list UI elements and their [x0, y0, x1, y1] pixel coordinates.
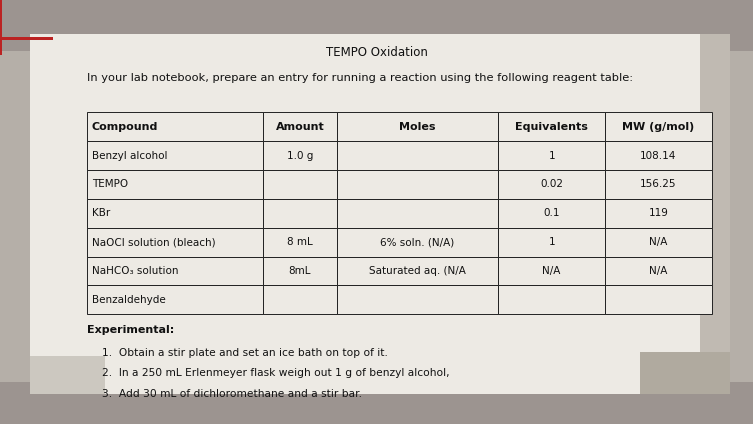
Bar [498, 257, 605, 285]
Text: 0.1: 0.1 [544, 208, 560, 218]
Bar [605, 285, 712, 314]
Bar [498, 112, 605, 141]
Bar [337, 285, 498, 314]
Bar [605, 112, 712, 141]
Bar [0, 37, 53, 40]
Bar [87, 257, 263, 285]
Bar [263, 199, 337, 228]
Text: Equivalents: Equivalents [515, 122, 588, 132]
Bar [498, 170, 605, 199]
Bar [263, 285, 337, 314]
Bar [263, 257, 337, 285]
Text: 6% soln. (N/A): 6% soln. (N/A) [380, 237, 455, 247]
Bar [0, 51, 753, 382]
Bar [30, 356, 105, 394]
Bar [337, 141, 498, 170]
Text: Saturated aq. (N/A: Saturated aq. (N/A [369, 266, 466, 276]
Text: 2.  In a 250 mL Erlenmeyer flask weigh out 1 g of benzyl alcohol,: 2. In a 250 mL Erlenmeyer flask weigh ou… [102, 368, 449, 379]
Bar [640, 352, 730, 394]
Bar [337, 170, 498, 199]
Bar [337, 228, 498, 257]
Bar [0, 0, 753, 51]
Text: N/A: N/A [649, 237, 667, 247]
Bar [263, 112, 337, 141]
Text: 156.25: 156.25 [640, 179, 676, 190]
Text: MW (g/mol): MW (g/mol) [622, 122, 694, 132]
Text: 108.14: 108.14 [640, 151, 676, 161]
Bar [498, 285, 605, 314]
Text: In your lab notebook, prepare an entry for running a reaction using the followin: In your lab notebook, prepare an entry f… [87, 73, 633, 84]
Bar [605, 199, 712, 228]
Text: 119: 119 [648, 208, 668, 218]
Text: 1: 1 [548, 237, 555, 247]
Text: Amount: Amount [276, 122, 325, 132]
Text: TEMPO Oxidation: TEMPO Oxidation [325, 47, 428, 59]
Bar [87, 228, 263, 257]
Bar [337, 257, 498, 285]
Bar [498, 141, 605, 170]
Bar [30, 34, 730, 394]
Text: TEMPO: TEMPO [92, 179, 128, 190]
Bar [605, 257, 712, 285]
Text: Moles: Moles [399, 122, 436, 132]
Bar [0, 0, 2, 55]
Text: KBr: KBr [92, 208, 110, 218]
Bar [263, 141, 337, 170]
Bar [87, 285, 263, 314]
Text: N/A: N/A [542, 266, 561, 276]
Text: Benzaldehyde: Benzaldehyde [92, 295, 166, 305]
Bar [0, 382, 753, 424]
Text: 3.  Add 30 mL of dichloromethane and a stir bar.: 3. Add 30 mL of dichloromethane and a st… [102, 389, 361, 399]
Text: Experimental:: Experimental: [87, 325, 174, 335]
Bar [87, 141, 263, 170]
Text: Compound: Compound [92, 122, 158, 132]
Text: NaHCO₃ solution: NaHCO₃ solution [92, 266, 178, 276]
Text: Benzyl alcohol: Benzyl alcohol [92, 151, 167, 161]
Bar [263, 228, 337, 257]
Bar [87, 170, 263, 199]
Text: 1: 1 [548, 151, 555, 161]
Text: N/A: N/A [649, 266, 667, 276]
Bar [337, 112, 498, 141]
Text: 0.02: 0.02 [540, 179, 563, 190]
Bar [87, 112, 263, 141]
Text: NaOCl solution (bleach): NaOCl solution (bleach) [92, 237, 215, 247]
Bar [605, 170, 712, 199]
Text: 1.  Obtain a stir plate and set an ice bath on top of it.: 1. Obtain a stir plate and set an ice ba… [102, 348, 388, 358]
Bar [498, 199, 605, 228]
Bar [605, 141, 712, 170]
Bar [700, 34, 730, 394]
Bar [263, 170, 337, 199]
Bar [87, 199, 263, 228]
Bar [498, 228, 605, 257]
Bar [605, 228, 712, 257]
Text: 8mL: 8mL [288, 266, 311, 276]
Text: 8 mL: 8 mL [287, 237, 312, 247]
Bar [337, 199, 498, 228]
Text: 1.0 g: 1.0 g [287, 151, 313, 161]
